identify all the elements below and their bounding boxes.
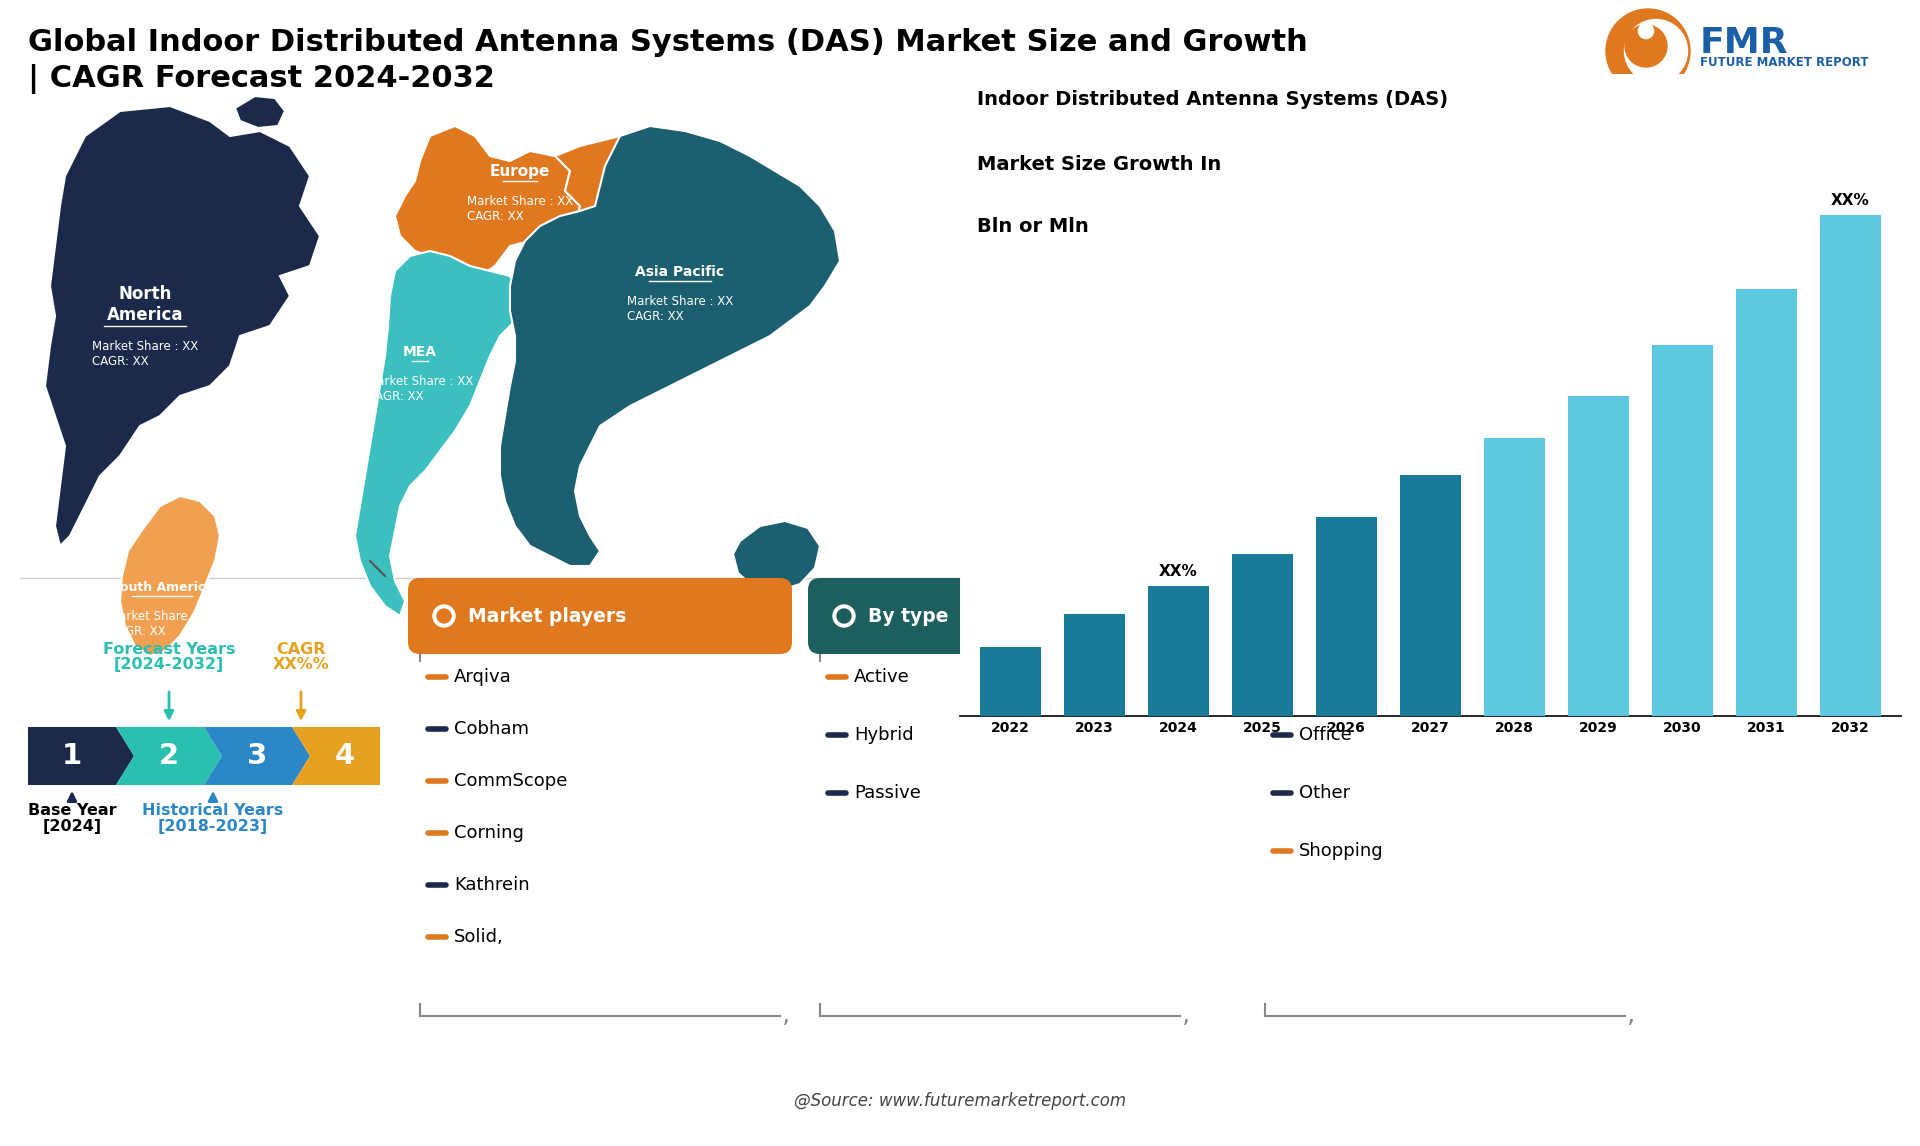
Text: Cobham: Cobham — [453, 720, 530, 738]
Text: Bln or Mln: Bln or Mln — [977, 218, 1089, 236]
Text: [2018-2023]: [2018-2023] — [157, 819, 269, 834]
Polygon shape — [733, 521, 820, 591]
Text: Market Size Growth In: Market Size Growth In — [977, 155, 1221, 174]
Text: Market Share : XX
CAGR: XX: Market Share : XX CAGR: XX — [367, 375, 472, 403]
Text: 3: 3 — [248, 741, 267, 770]
Text: CAGR: CAGR — [276, 642, 326, 657]
Text: ’: ’ — [1183, 1018, 1190, 1042]
Bar — [1820, 215, 1880, 716]
Text: College: College — [1300, 668, 1367, 686]
Text: [2024]: [2024] — [42, 819, 102, 834]
Text: Hybrid: Hybrid — [854, 727, 914, 744]
Circle shape — [434, 605, 455, 627]
Text: ’: ’ — [781, 1018, 789, 1042]
Polygon shape — [44, 105, 321, 545]
Text: Shopping: Shopping — [1300, 842, 1384, 860]
Polygon shape — [115, 727, 223, 785]
Text: Corning: Corning — [453, 824, 524, 842]
Polygon shape — [499, 126, 841, 566]
Text: FUTURE MARKET REPORT: FUTURE MARKET REPORT — [1699, 56, 1868, 70]
Text: Solid,: Solid, — [453, 928, 503, 945]
Text: Office: Office — [1300, 727, 1352, 744]
Text: Market Share : XX
CAGR: XX: Market Share : XX CAGR: XX — [109, 610, 215, 638]
Circle shape — [837, 609, 851, 623]
Polygon shape — [119, 496, 221, 656]
Text: Kathrein: Kathrein — [453, 876, 530, 894]
Text: Base Year: Base Year — [27, 803, 117, 818]
Circle shape — [1624, 25, 1667, 66]
Bar — [1233, 554, 1292, 716]
Polygon shape — [204, 727, 309, 785]
Polygon shape — [555, 136, 760, 251]
FancyBboxPatch shape — [407, 578, 791, 654]
Text: Forecast Years: Forecast Years — [104, 642, 236, 657]
Bar — [1315, 517, 1377, 716]
Text: Passive: Passive — [854, 784, 922, 802]
Text: XX%: XX% — [1160, 564, 1198, 579]
Text: Other: Other — [1300, 784, 1350, 802]
Text: CommScope: CommScope — [453, 772, 568, 790]
Circle shape — [1624, 19, 1688, 83]
Text: By type: By type — [868, 606, 948, 626]
Text: Market Share : XX
CAGR: XX: Market Share : XX CAGR: XX — [92, 340, 198, 368]
Text: 2: 2 — [159, 741, 179, 770]
Text: FMR: FMR — [1699, 26, 1789, 60]
Text: | CAGR Forecast 2024-2032: | CAGR Forecast 2024-2032 — [29, 64, 495, 94]
Circle shape — [438, 609, 451, 623]
Text: [2024-2032]: [2024-2032] — [113, 657, 225, 672]
Text: 4: 4 — [334, 741, 355, 770]
Text: XX%%: XX%% — [273, 657, 330, 672]
Bar — [1651, 345, 1713, 716]
Bar — [1400, 474, 1461, 716]
Text: By application: By application — [1313, 606, 1463, 626]
Polygon shape — [355, 251, 520, 617]
Bar — [979, 646, 1041, 716]
Text: Indoor Distributed Antenna Systems (DAS): Indoor Distributed Antenna Systems (DAS) — [977, 89, 1448, 109]
Circle shape — [1283, 609, 1296, 623]
Text: Active: Active — [854, 668, 910, 686]
Text: Market Share : XX
CAGR: XX: Market Share : XX CAGR: XX — [467, 195, 574, 223]
Text: Asia Pacific: Asia Pacific — [636, 265, 724, 278]
Circle shape — [1605, 9, 1690, 93]
Text: Europe: Europe — [490, 164, 551, 179]
Polygon shape — [234, 96, 284, 128]
Text: Arqiva: Arqiva — [453, 668, 513, 686]
FancyBboxPatch shape — [1254, 578, 1638, 654]
Circle shape — [1638, 23, 1653, 39]
Text: Global Indoor Distributed Antenna Systems (DAS) Market Size and Growth: Global Indoor Distributed Antenna System… — [29, 28, 1308, 57]
Text: North
America: North America — [108, 285, 182, 324]
Bar — [1736, 289, 1797, 716]
Bar — [1569, 395, 1628, 716]
Bar — [1484, 438, 1544, 716]
Text: @Source: www.futuremarketreport.com: @Source: www.futuremarketreport.com — [795, 1092, 1125, 1110]
FancyBboxPatch shape — [808, 578, 1192, 654]
Text: ’: ’ — [1626, 1018, 1636, 1042]
Polygon shape — [29, 727, 134, 785]
Text: South America: South America — [111, 581, 213, 594]
Circle shape — [1279, 605, 1300, 627]
Text: Market players: Market players — [468, 606, 626, 626]
Polygon shape — [396, 126, 580, 281]
Text: 1: 1 — [61, 741, 83, 770]
Bar — [1064, 614, 1125, 716]
Text: MEA: MEA — [403, 345, 438, 359]
Text: XX%: XX% — [1832, 193, 1870, 207]
Text: Market Share : XX
CAGR: XX: Market Share : XX CAGR: XX — [626, 295, 733, 323]
Text: Historical Years: Historical Years — [142, 803, 284, 818]
Circle shape — [833, 605, 854, 627]
Bar — [1148, 587, 1210, 716]
Polygon shape — [292, 727, 380, 785]
